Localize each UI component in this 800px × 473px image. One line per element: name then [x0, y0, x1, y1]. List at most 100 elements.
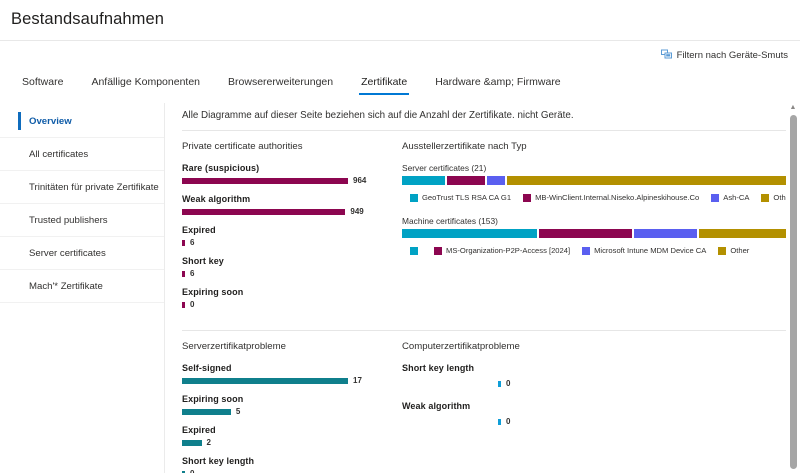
legend-swatch [410, 193, 418, 202]
chart-issuer-certificates-by-type: Ausstellerzertifikate nach Typ Server ce… [385, 130, 800, 318]
bar-fill [182, 377, 348, 384]
bar-category-label: Self-signed [182, 363, 232, 373]
legend-swatch [434, 246, 442, 255]
legend-label: GeoTrust TLS RSA CA G1 [422, 193, 512, 202]
scroll-up-arrow[interactable]: ▲ [789, 104, 797, 111]
chart-computer-certificate-problems: Computerzertifikatprobleme Short key len… [385, 330, 800, 473]
bar-line: 6 [182, 269, 385, 278]
chart-title: Private certificate authorities [182, 141, 303, 152]
bar-value-label: 949 [350, 207, 364, 216]
bar-row: Expired 6 [182, 225, 385, 247]
legend-label: MB-WinClient.Internal.Niseko.Alpineskiho… [535, 193, 700, 202]
main-scrollbar[interactable]: ▲ ▼ [786, 103, 800, 473]
bar-value-label: 0 [506, 417, 511, 426]
main-content: Alle Diagramme auf dieser Seite beziehen… [165, 103, 800, 473]
legend-item[interactable]: Microsoft Intune MDM Device CA [582, 246, 706, 255]
sidebar-item-private-cert-trusts[interactable]: Trinitäten für private Zertifikate [0, 171, 164, 204]
legend-swatch [761, 193, 770, 202]
sidebar-item-machine-certificates[interactable]: Mach'* Zertifikate [0, 270, 164, 303]
bar-fill [182, 439, 202, 446]
legend-item[interactable]: MS-Organization-P2P-Access [2024] [434, 246, 570, 255]
legend-label: Ash-CA [723, 193, 750, 202]
bar-fill [182, 239, 185, 246]
bar-value-label: 0 [506, 379, 511, 388]
legend-item[interactable]: Other [718, 246, 749, 255]
chart-legend: MS-Organization-P2P-Access [2024] Microso… [402, 246, 800, 255]
bar-list: Rare (suspicious) 964 Weak algorithm 949 Exp… [182, 163, 385, 309]
bar-line: 0 [498, 417, 800, 426]
bar-category-label: Expired [182, 425, 216, 435]
tab-bar: Software Anfällige Komponenten Browserer… [0, 69, 800, 95]
legend-label: Other [730, 246, 750, 255]
filter-by-device-groups-link[interactable]: Filtern nach Geräte-Smuts [660, 49, 788, 62]
bar-value-label: 6 [190, 269, 195, 278]
bar-line: 6 [182, 238, 385, 247]
legend-swatch [523, 193, 532, 202]
stacked-bar-segment[interactable] [486, 176, 506, 185]
stacked-bar [402, 176, 800, 185]
bar-line: 2 [182, 438, 385, 447]
tab-software[interactable]: Software [22, 76, 64, 88]
stacked-bar-caption: Machine certificates (153) [402, 216, 498, 226]
stacked-bar-segment[interactable] [402, 229, 537, 238]
chart-private-certificate-authorities: Private certificate authorities Rare (su… [182, 130, 385, 318]
bar-value-label: 964 [353, 176, 367, 185]
bar-value-label: 2 [206, 438, 211, 447]
bar-line: 0 [498, 379, 800, 388]
bar-fill [182, 301, 185, 308]
chart-title: Ausstellerzertifikate nach Typ [402, 141, 527, 152]
bar-value-label: 0 [190, 300, 195, 309]
page-title: Bestandsaufnahmen [11, 10, 165, 28]
chart-title: Computerzertifikatprobleme [402, 341, 520, 352]
scrollbar-track[interactable] [786, 113, 800, 471]
bar-row: Weak algorithm 0 [402, 401, 800, 426]
stacked-bar-segment[interactable] [633, 229, 697, 238]
legend-item[interactable]: MB-WinClient.Internal.Niseko.Alpineskiho… [523, 193, 699, 202]
bar-row: Self-signed 17 [182, 363, 385, 385]
sidebar-item-all-certificates[interactable]: All certificates [0, 138, 164, 171]
bar-list: Short key length 0 Weak algorithm 0 [402, 363, 800, 426]
bar-line: 17 [182, 376, 385, 385]
bar-fill [182, 208, 346, 215]
tab-vulnerable-components[interactable]: Anfällige Komponenten [91, 76, 201, 88]
tab-certificates[interactable]: Zertifikate [347, 76, 421, 95]
bar-category-label: Short key length [402, 363, 475, 373]
legend-item[interactable]: Other [761, 193, 792, 202]
legend-item[interactable]: Ash-CA [711, 193, 749, 202]
stacked-bar-group: Server certificates (21) GeoTrust TLS RSA… [402, 163, 800, 202]
stacked-groups: Server certificates (21) GeoTrust TLS RSA… [402, 163, 800, 255]
sidebar-item-server-certificates[interactable]: Server certificates [0, 237, 164, 270]
stacked-bar [402, 229, 800, 238]
charts-grid: Private certificate authorities Rare (su… [165, 130, 800, 473]
bar-row: Short key length 0 [402, 363, 800, 388]
title-divider [0, 40, 800, 41]
tab-hardware-firmware[interactable]: Hardware &amp; Firmware [435, 76, 561, 88]
bar-line: 949 [182, 207, 385, 216]
legend-item[interactable] [410, 246, 422, 255]
sidebar-item-overview[interactable]: Overview [0, 105, 164, 138]
sidebar-item-trusted-publishers[interactable]: Trusted publishers [0, 204, 164, 237]
stacked-bar-segment[interactable] [402, 176, 445, 185]
stacked-bar-segment[interactable] [538, 229, 632, 238]
legend-label: Other [773, 193, 793, 202]
legend-label: MS-Organization-P2P-Access [2024] [446, 246, 571, 255]
legend-swatch [410, 246, 418, 255]
bar-fill [182, 408, 231, 415]
stacked-bar-segment[interactable] [446, 176, 485, 185]
bar-fill [498, 380, 501, 387]
legend-item[interactable]: GeoTrust TLS RSA CA G1 [410, 193, 511, 202]
bar-row: Rare (suspicious) 964 [182, 163, 385, 185]
legend-swatch [711, 193, 720, 202]
legend-swatch [582, 246, 591, 255]
scrollbar-thumb[interactable] [789, 115, 797, 469]
bar-line: 0 [182, 469, 385, 473]
stacked-bar-group: Machine certificates (153) MS-Organizatio… [402, 216, 800, 255]
bar-fill [182, 270, 185, 277]
stacked-bar-segment[interactable] [507, 176, 798, 185]
bar-value-label: 6 [190, 238, 195, 247]
bar-category-label: Expired [182, 225, 216, 235]
bar-row: Weak algorithm 949 [182, 194, 385, 216]
tab-browser-extensions[interactable]: Browsererweiterungen [228, 76, 334, 88]
filter-row: Filtern nach Geräte-Smuts [0, 41, 800, 69]
stacked-bar-segment[interactable] [698, 229, 798, 238]
